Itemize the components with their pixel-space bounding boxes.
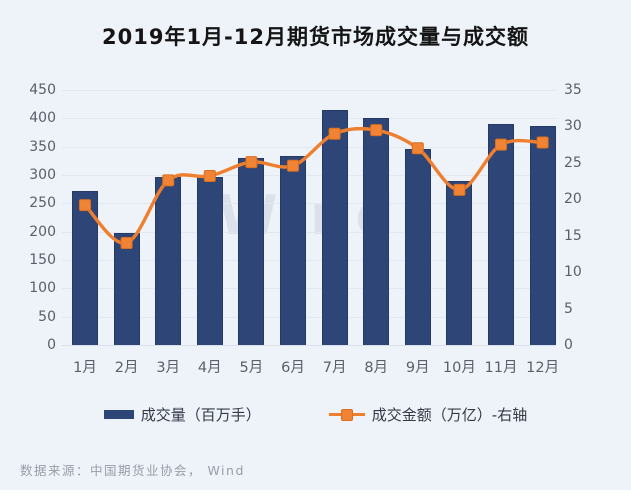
- bar-4月: [196, 176, 223, 345]
- gridline: [62, 345, 556, 346]
- line-marker-9月: [411, 142, 424, 155]
- legend-item-volume: 成交量（百万手）: [103, 404, 261, 425]
- turnover-line: [83, 126, 545, 245]
- y-axis-tick-left: 50: [38, 308, 56, 325]
- plot-area: [62, 90, 556, 346]
- y-axis-tick-right: 15: [564, 227, 582, 244]
- line-marker-5月: [245, 156, 258, 169]
- x-axis-label: 7月: [322, 360, 347, 376]
- left-axis: 0 50 100 150 200 250 300 350 400 450: [6, 82, 56, 353]
- line-marker-6月: [287, 159, 299, 172]
- gridline: [62, 175, 556, 176]
- chart-title: 2019年1月-12月期货市场成交量与成交额: [102, 25, 529, 49]
- line-marker-2月: [120, 237, 133, 249]
- data-source-note: 数据来源：中国期货业协会， Wind: [20, 463, 245, 478]
- x-axis-label: 12月: [526, 360, 560, 376]
- bar-5月: [238, 158, 265, 345]
- right-axis: 0 5 10 15 20 25 30 35: [564, 82, 608, 353]
- legend-volume-label: 成交量（百万手）: [140, 406, 261, 424]
- bar-8月: [363, 118, 390, 345]
- line-swatch-icon: [328, 408, 365, 421]
- x-axis-label: 3月: [156, 360, 181, 376]
- bar-11月: [488, 124, 514, 345]
- gridline: [62, 146, 556, 148]
- line-marker-8月: [370, 124, 383, 137]
- bottom-strip: [0, 490, 631, 500]
- y-axis-tick-right: 0: [564, 337, 573, 353]
- line-marker-10月: [453, 183, 466, 196]
- line-marker-4月: [203, 169, 216, 182]
- legend-turnover-label: 成交金额（万亿）-右轴: [371, 406, 528, 424]
- gridline: [62, 288, 556, 290]
- x-axis-label: 5月: [239, 360, 264, 376]
- line-marker-11月: [495, 138, 507, 151]
- gridline: [62, 316, 556, 318]
- line-marker-7月: [328, 127, 341, 140]
- legend: 成交量（百万手） 成交金额（万亿）-右轴: [0, 404, 631, 425]
- bar-3月: [155, 177, 182, 345]
- turnover-line-layer: [79, 124, 549, 249]
- y-axis-tick-left: 400: [29, 110, 56, 127]
- x-axis-label: 8月: [364, 360, 389, 376]
- bar-9月: [404, 148, 431, 345]
- y-axis-tick-right: 25: [564, 154, 582, 171]
- x-axis-label: 2月: [114, 360, 139, 376]
- y-axis-tick-left: 0: [47, 337, 56, 353]
- y-axis-tick-left: 450: [29, 82, 56, 98]
- x-axis-label: 1月: [73, 360, 97, 376]
- x-axis-label: 11月: [484, 360, 518, 376]
- x-axis-label: 6月: [281, 360, 305, 376]
- gridline: [62, 203, 556, 205]
- y-axis-tick-right: 35: [564, 82, 582, 98]
- bar-12月: [529, 126, 556, 345]
- legend-item-turnover: 成交金额（万亿）-右轴: [328, 404, 528, 425]
- line-marker-3月: [162, 174, 175, 187]
- x-axis-label: 9月: [405, 360, 430, 376]
- y-axis-tick-left: 350: [29, 138, 56, 155]
- line-marker-1月: [79, 199, 91, 212]
- bar-7月: [321, 109, 348, 345]
- gridline: [62, 260, 556, 261]
- gridline: [62, 90, 556, 91]
- bar-6月: [280, 155, 306, 345]
- y-axis-tick-right: 10: [564, 264, 582, 281]
- y-axis-tick-left: 100: [29, 280, 56, 297]
- x-axis-label: 10月: [442, 360, 476, 376]
- x-axis: 1月 2月 3月 4月 5月 6月 7月 8月 9月 10月 11月 12月: [62, 356, 560, 380]
- line-marker-icon: [340, 408, 353, 421]
- y-axis-tick-right: 30: [564, 118, 582, 135]
- y-axis-tick-left: 250: [29, 195, 56, 212]
- y-axis-tick-left: 300: [29, 167, 56, 183]
- line-marker-12月: [536, 136, 549, 149]
- bar-swatch-icon: [103, 410, 134, 419]
- y-axis-tick-left: 200: [29, 223, 56, 240]
- gridline: [62, 231, 556, 233]
- y-axis-tick-right: 5: [564, 300, 573, 317]
- bar-10月: [446, 180, 473, 345]
- gridline: [62, 118, 556, 120]
- y-axis-tick-right: 20: [564, 191, 582, 208]
- bar-2月: [113, 232, 140, 345]
- x-axis-label: 4月: [197, 360, 222, 376]
- y-axis-tick-left: 150: [29, 252, 56, 268]
